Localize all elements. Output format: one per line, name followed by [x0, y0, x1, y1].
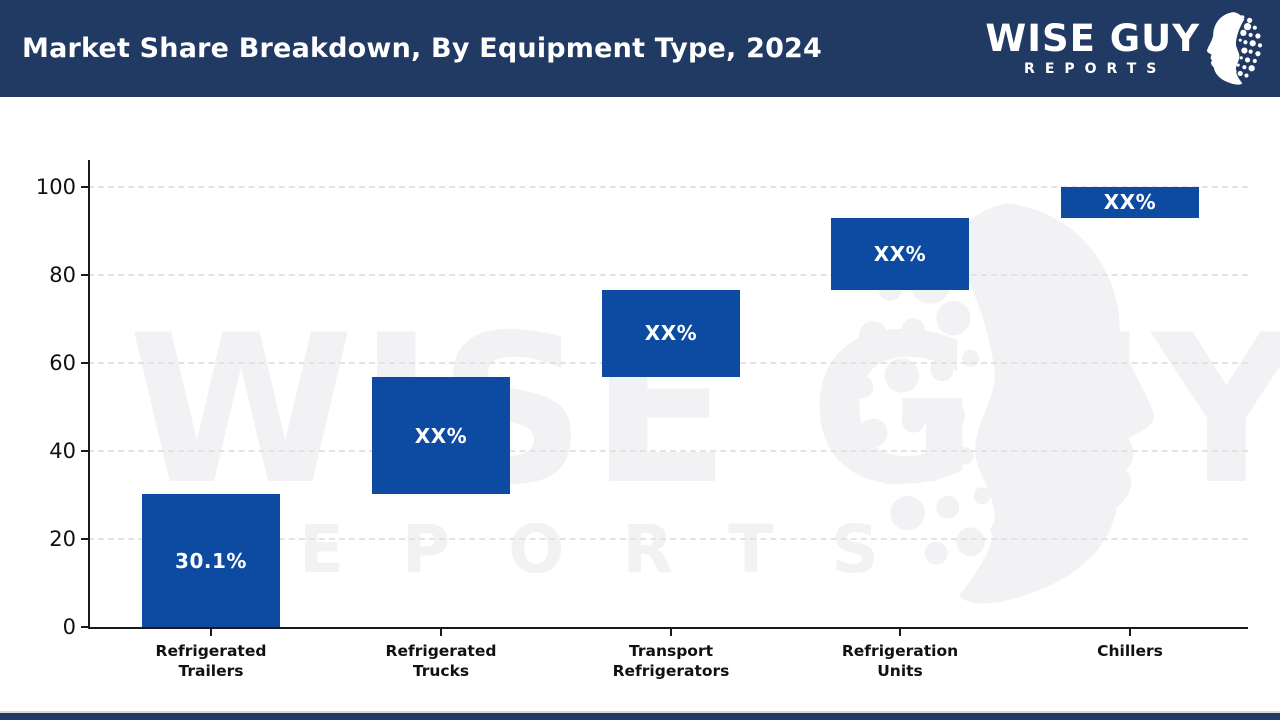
- wiseguy-logo: WISE GUY REPORTS: [985, 10, 1280, 88]
- y-axis-tick: [81, 361, 88, 364]
- y-axis: [88, 160, 90, 629]
- bar-segment: XX%: [372, 376, 510, 495]
- y-tick-label: 100: [35, 174, 76, 199]
- bar-segment: XX%: [831, 217, 969, 290]
- bar-value-label: XX%: [873, 241, 927, 266]
- bar-value-label: 30.1%: [175, 548, 247, 573]
- footer-stripe: [0, 711, 1280, 720]
- x-axis: [88, 627, 1248, 629]
- bar-value-label: XX%: [414, 423, 468, 448]
- y-axis-tick: [81, 537, 88, 540]
- watermark-line2: REPORTS: [190, 511, 937, 588]
- x-axis-tick: [670, 629, 672, 636]
- logo-text: WISE GUY REPORTS: [985, 16, 1200, 78]
- y-tick-label: 40: [49, 438, 76, 463]
- gridline: [88, 185, 1248, 188]
- gridline: [88, 273, 1248, 276]
- y-axis-tick: [81, 626, 88, 628]
- x-axis-tick: [210, 629, 212, 636]
- y-tick-label: 60: [49, 350, 76, 375]
- bar-segment: XX%: [1061, 186, 1199, 218]
- chart-area: 0 20 40 60 80 100 30.1% XX% XX% XX% XX% Refrigerate…: [0, 97, 1280, 713]
- gridline: [88, 537, 1248, 540]
- x-tick-label: Refrigerated Trailers: [155, 642, 267, 680]
- y-axis-tick: [81, 185, 88, 188]
- page-title: Market Share Breakdown, By Equipment Typ…: [22, 33, 823, 64]
- bar-value-label: XX%: [1103, 190, 1157, 215]
- bar-segment: XX%: [602, 290, 740, 377]
- x-axis-tick: [1129, 629, 1131, 636]
- y-axis-tick: [81, 273, 88, 276]
- wiseguy-head-icon: [1206, 11, 1263, 85]
- x-axis-tick: [899, 629, 901, 636]
- x-tick-label: Refrigeration Units: [841, 642, 959, 680]
- y-tick-label: 20: [49, 526, 76, 551]
- header: Market Share Breakdown, By Equipment Typ…: [0, 0, 1280, 97]
- bar-value-label: XX%: [644, 321, 698, 346]
- x-axis-tick: [440, 629, 442, 636]
- logo-line2: REPORTS: [1024, 60, 1167, 77]
- x-tick-label: Transport Refrigerators: [612, 642, 730, 680]
- y-axis-tick: [81, 449, 88, 452]
- x-tick-label: Refrigerated Trucks: [385, 642, 497, 680]
- x-tick-label: Chillers: [1097, 642, 1163, 660]
- gridline: [88, 449, 1248, 452]
- bar-segment: 30.1%: [142, 494, 280, 627]
- logo-line1: WISE GUY: [985, 16, 1200, 60]
- y-tick-label: 0: [62, 615, 76, 639]
- y-tick-label: 80: [49, 262, 76, 287]
